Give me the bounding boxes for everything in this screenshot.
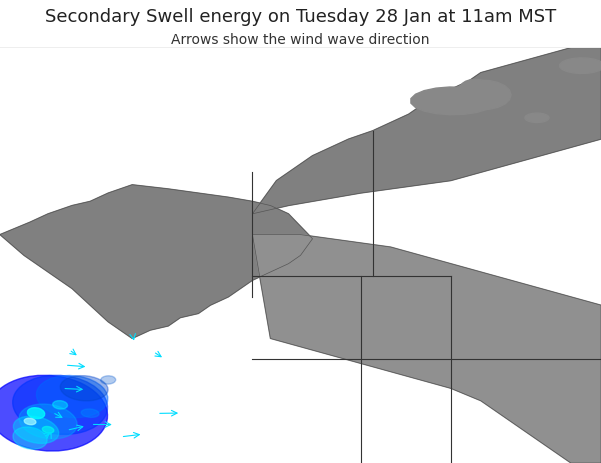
Polygon shape bbox=[252, 235, 601, 463]
Ellipse shape bbox=[81, 409, 99, 418]
Polygon shape bbox=[508, 99, 545, 107]
Ellipse shape bbox=[42, 426, 54, 433]
Ellipse shape bbox=[0, 375, 108, 451]
Ellipse shape bbox=[19, 404, 77, 439]
Polygon shape bbox=[0, 185, 313, 339]
Polygon shape bbox=[520, 108, 569, 130]
Ellipse shape bbox=[60, 376, 108, 401]
Ellipse shape bbox=[13, 416, 59, 444]
Polygon shape bbox=[525, 69, 581, 89]
Ellipse shape bbox=[101, 376, 115, 384]
Ellipse shape bbox=[24, 418, 36, 425]
Ellipse shape bbox=[13, 375, 108, 434]
Ellipse shape bbox=[53, 401, 67, 409]
Polygon shape bbox=[252, 49, 601, 214]
Polygon shape bbox=[560, 65, 601, 78]
Ellipse shape bbox=[28, 408, 44, 419]
Polygon shape bbox=[522, 109, 564, 129]
Text: Arrows show the wind wave direction: Arrows show the wind wave direction bbox=[171, 33, 430, 47]
Ellipse shape bbox=[37, 375, 108, 418]
Text: Secondary Swell energy on Tuesday 28 Jan at 11am MST: Secondary Swell energy on Tuesday 28 Jan… bbox=[45, 8, 556, 26]
Ellipse shape bbox=[13, 427, 47, 449]
